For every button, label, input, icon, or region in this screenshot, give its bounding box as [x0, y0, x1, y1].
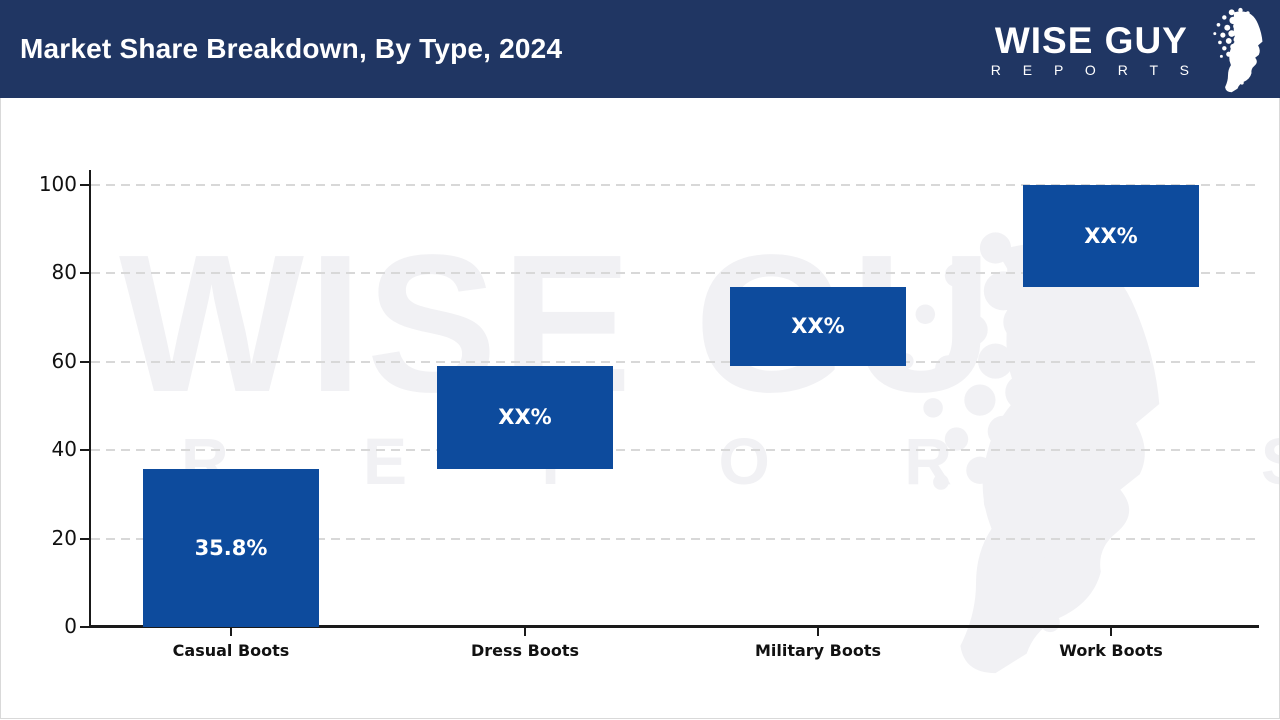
brand-subtitle: R E P O R T S: [990, 61, 1198, 78]
bar-dress-boots: XX%: [437, 366, 613, 469]
x-axis-category-label: Dress Boots: [471, 641, 579, 660]
x-axis-tick: [817, 628, 819, 636]
x-axis-category-label: Casual Boots: [172, 641, 290, 660]
x-axis-category-label: Military Boots: [754, 641, 882, 660]
face-profile-dots-icon: [1213, 7, 1263, 93]
page-title: Market Share Breakdown, By Type, 2024: [20, 33, 563, 64]
y-axis-tick: [80, 537, 89, 540]
y-gridline: [91, 272, 1257, 275]
header-bar: Market Share Breakdown, By Type, 2024 WI…: [0, 0, 1280, 98]
y-gridline: [91, 449, 1257, 452]
y-axis-tick: [80, 360, 89, 363]
brand-logo: WISE GUY R E P O R T S: [985, 5, 1280, 93]
y-axis-tick-label: 0: [64, 614, 77, 638]
chart-canvas: WISE GUY R E P O R T S 0 20 40 60 80 100 35.8%…: [0, 98, 1280, 719]
bar-casual-boots: 35.8%: [143, 468, 319, 627]
brand-logo-text: WISE GUY R E P O R T S: [985, 22, 1198, 77]
bar-military-boots: XX%: [730, 286, 906, 367]
bar-value-label: XX%: [498, 405, 552, 430]
y-axis-tick: [80, 449, 89, 452]
y-axis-tick: [80, 272, 89, 275]
x-axis-tick: [230, 628, 232, 636]
x-axis-category-label: Work Boots: [1059, 641, 1163, 660]
y-axis-tick-label: 20: [51, 525, 77, 550]
x-axis-spine: [89, 625, 1259, 628]
y-axis-tick-label: 80: [51, 260, 77, 285]
bar-value-label: 35.8%: [194, 535, 268, 560]
y-axis-tick-label: 40: [51, 437, 77, 462]
x-axis-tick: [524, 628, 526, 636]
y-axis-tick: [80, 184, 89, 186]
y-axis-tick: [80, 626, 89, 628]
y-axis-tick-label: 100: [38, 172, 77, 196]
watermark-brand-text: WISE GUY: [119, 214, 1132, 433]
y-gridline: [91, 184, 1257, 186]
y-axis-tick-label: 60: [51, 348, 77, 373]
x-axis-tick: [1110, 628, 1112, 636]
bar-value-label: XX%: [791, 314, 845, 339]
y-gridline: [91, 360, 1257, 363]
y-axis-spine: [89, 170, 91, 628]
brand-name: WISE GUY: [994, 19, 1188, 61]
watermark-subtitle-text: R E P O R T S: [181, 424, 1280, 498]
bar-work-boots: XX%: [1023, 185, 1199, 287]
bar-value-label: XX%: [1084, 223, 1138, 248]
y-gridline: [91, 537, 1257, 540]
